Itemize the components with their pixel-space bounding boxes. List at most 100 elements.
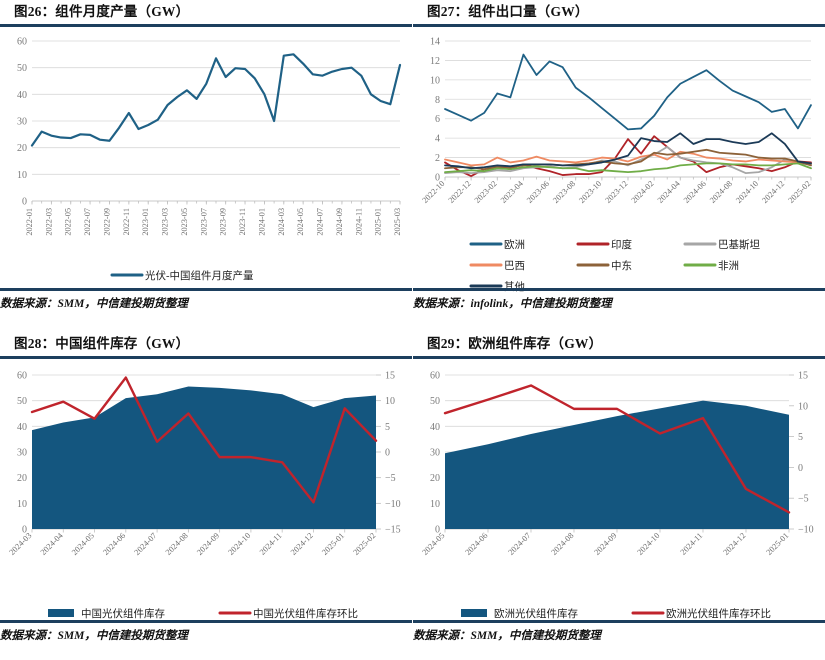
svg-text:2024-09: 2024-09: [592, 531, 618, 557]
legend-item[interactable]: 欧洲光伏组件库存环比: [631, 607, 771, 620]
figure-28-title: 图28：中国组件库存（GW）: [14, 336, 190, 351]
svg-text:2024-09: 2024-09: [335, 208, 344, 236]
figure-29-top-rule: [413, 356, 825, 359]
figure-26-source: 数据来源：SMM，中信建投期货整理: [0, 298, 188, 310]
legend-item[interactable]: 非洲: [683, 260, 739, 272]
figure-27-source: 数据来源：infolink，中信建投期货整理: [413, 298, 612, 310]
figure-26-title: 图26：组件月度产量（GW）: [14, 4, 190, 19]
figure-29-svg: 0 10 20 30 40 50 60 −10 −5 0 5 10 15 2024-05 2024-06 20…: [420, 371, 814, 621]
svg-text:5: 5: [385, 422, 390, 433]
figure-28-top-rule: [0, 356, 412, 359]
svg-text:2024-09: 2024-09: [195, 531, 221, 557]
figure-27-bottom-rule: [413, 288, 825, 291]
svg-text:2023-05: 2023-05: [180, 208, 189, 236]
svg-text:2024-10: 2024-10: [734, 179, 760, 205]
svg-text:2024-06: 2024-06: [682, 179, 708, 205]
svg-text:10: 10: [17, 499, 27, 510]
svg-text:2024-07: 2024-07: [316, 208, 325, 236]
svg-text:14: 14: [430, 37, 440, 48]
figure-28-bottom-rule: [0, 620, 412, 623]
svg-text:2024-10: 2024-10: [635, 531, 661, 557]
svg-text:50: 50: [17, 396, 27, 407]
svg-text:2023-07: 2023-07: [199, 208, 208, 236]
svg-text:12: 12: [430, 56, 440, 67]
svg-text:2024-01: 2024-01: [257, 208, 266, 236]
legend-item[interactable]: 中东: [576, 259, 632, 272]
svg-text:2024-05: 2024-05: [420, 531, 446, 557]
svg-text:2023-09: 2023-09: [219, 208, 228, 236]
figure-29-source: 数据来源：SMM，中信建投期货整理: [413, 630, 601, 642]
legend-label: 欧洲光伏组件库存: [494, 607, 578, 620]
svg-text:2024-08: 2024-08: [549, 531, 575, 557]
svg-text:2024-03: 2024-03: [7, 531, 33, 557]
svg-text:2024-05: 2024-05: [296, 208, 305, 236]
legend-label: 中国光伏组件库存环比: [253, 607, 358, 620]
svg-text:2024-06: 2024-06: [463, 531, 489, 557]
svg-text:2023-10: 2023-10: [577, 179, 603, 205]
figure-28-chart: 0 10 20 30 40 50 60 −15 −10 −5 0 5 10 15 2024-03 2024-0…: [0, 359, 412, 629]
svg-text:60: 60: [17, 371, 27, 382]
svg-text:2023-02: 2023-02: [473, 179, 499, 205]
svg-text:2024-10: 2024-10: [226, 531, 252, 557]
svg-text:−10: −10: [798, 525, 814, 536]
svg-text:50: 50: [17, 63, 27, 74]
svg-text:2024-04: 2024-04: [39, 530, 66, 557]
legend-item[interactable]: 欧洲: [469, 239, 525, 251]
svg-text:2024-02: 2024-02: [630, 179, 656, 205]
svg-text:50: 50: [430, 396, 440, 407]
svg-text:5: 5: [798, 432, 803, 443]
legend-label: 光伏-中国组件月度产量: [145, 269, 254, 282]
svg-text:2024-12: 2024-12: [721, 531, 747, 557]
svg-text:2024-08: 2024-08: [164, 531, 190, 557]
svg-text:2023-06: 2023-06: [525, 179, 551, 205]
svg-text:30: 30: [17, 448, 27, 459]
svg-text:2023-08: 2023-08: [551, 179, 577, 205]
svg-text:2024-03: 2024-03: [277, 208, 286, 236]
svg-text:30: 30: [17, 117, 27, 128]
svg-text:10: 10: [798, 401, 808, 412]
svg-text:0: 0: [435, 525, 440, 536]
legend-item[interactable]: 巴西: [469, 260, 525, 272]
svg-text:2023-03: 2023-03: [161, 208, 170, 236]
svg-text:60: 60: [430, 371, 440, 382]
legend-item[interactable]: 印度: [576, 238, 632, 251]
svg-text:10: 10: [430, 499, 440, 510]
legend-label: 欧洲: [504, 239, 525, 251]
svg-text:−10: −10: [385, 499, 401, 510]
svg-text:2022-12: 2022-12: [447, 179, 473, 205]
figure-panel-28: 图28：中国组件库存（GW） 0 10 20 30 40 50 60 −15 −10 −5 0 5 10…: [0, 332, 412, 660]
legend-item[interactable]: 光伏-中国组件月度产量: [110, 269, 254, 282]
legend-label: 中国光伏组件库存: [81, 607, 165, 620]
legend-item[interactable]: 中国光伏组件库存: [48, 607, 165, 620]
figure-29-bottom-rule: [413, 620, 825, 623]
svg-text:2023-11: 2023-11: [238, 208, 247, 235]
svg-text:−15: −15: [385, 525, 401, 536]
svg-text:20: 20: [17, 143, 27, 154]
legend-swatch: [48, 609, 74, 617]
legend-item[interactable]: 其他: [469, 280, 525, 293]
svg-text:2022-03: 2022-03: [44, 208, 53, 236]
legend-item[interactable]: 中国光伏组件库存环比: [218, 607, 358, 620]
figure-27-chart: 0 2 4 6 8 10 12 14 2022-10 2022-12 2023-02 2023-04 2…: [413, 27, 825, 297]
svg-text:40: 40: [430, 422, 440, 433]
svg-text:2024-05: 2024-05: [70, 531, 96, 557]
svg-text:2022-11: 2022-11: [122, 208, 131, 235]
svg-text:15: 15: [798, 371, 808, 382]
legend-item[interactable]: 巴基斯坦: [683, 238, 760, 251]
svg-text:20: 20: [430, 473, 440, 484]
svg-text:2022-01: 2022-01: [25, 208, 34, 236]
legend-item[interactable]: 欧洲光伏组件库存: [461, 607, 578, 620]
svg-text:−5: −5: [798, 494, 809, 505]
svg-text:40: 40: [17, 422, 27, 433]
svg-text:2024-12: 2024-12: [760, 179, 786, 205]
legend-label: 其他: [504, 280, 525, 293]
svg-text:2022-09: 2022-09: [102, 208, 111, 236]
svg-text:2024-08: 2024-08: [708, 179, 734, 205]
figure-panel-26: 图26：组件月度产量（GW） 0 10 20 30 40 50 60 2022-01 2022-…: [0, 0, 412, 330]
legend-label: 印度: [611, 238, 632, 251]
svg-text:2025-03: 2025-03: [393, 208, 402, 236]
svg-text:15: 15: [385, 371, 395, 382]
figure-27-title: 图27：组件出口量（GW）: [427, 4, 589, 19]
